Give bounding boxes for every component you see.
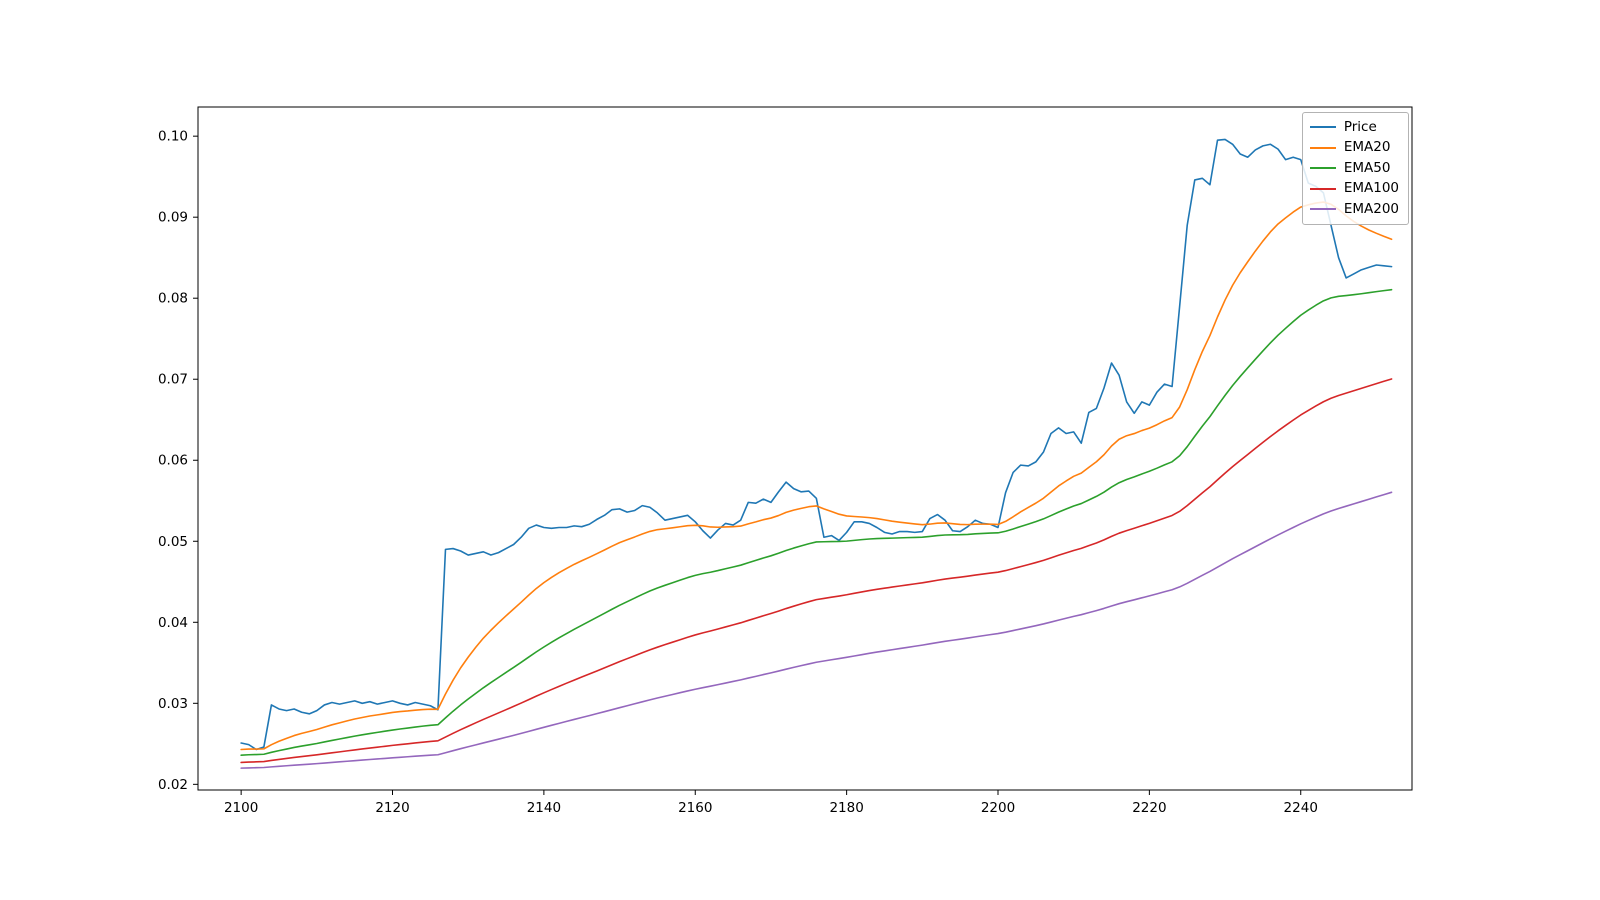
y-tick-label: 0.03 (158, 696, 188, 712)
series-line-ema100 (240, 378, 1393, 764)
legend-item-ema20: EMA20 (1309, 139, 1399, 158)
legend-label-ema100: EMA100 (1343, 180, 1399, 196)
y-tick-label: 0.06 (158, 453, 188, 469)
y-tick-label: 0.08 (158, 291, 188, 307)
x-tick-label: 2140 (527, 800, 561, 816)
x-tick-label: 2120 (375, 800, 409, 816)
series-line-price (240, 138, 1393, 751)
x-tick-label: 2100 (224, 800, 258, 816)
legend-item-price: Price (1309, 118, 1399, 137)
legend-item-ema200: EMA200 (1309, 200, 1399, 219)
x-tick-label: 2200 (981, 800, 1015, 816)
series-line-ema50 (240, 288, 1393, 756)
x-tick-label: 2220 (1132, 800, 1166, 816)
legend-line-sample-ema200 (1309, 208, 1336, 211)
legend-item-ema100: EMA100 (1309, 180, 1399, 199)
series-line-ema200 (240, 491, 1393, 769)
x-tick-label: 2160 (678, 800, 712, 816)
legend-item-ema50: EMA50 (1309, 159, 1399, 178)
legend: Price EMA20 EMA50 EMA100 EMA200 (1301, 112, 1409, 225)
legend-line-sample-ema50 (1309, 167, 1336, 170)
legend-label-ema50: EMA50 (1343, 159, 1391, 176)
series-line-ema20 (240, 201, 1393, 751)
y-tick-label: 0.04 (158, 615, 188, 631)
legend-line-sample-ema100 (1309, 187, 1336, 190)
y-tick-label: 0.02 (158, 777, 188, 793)
x-tick-label: 2240 (1284, 800, 1318, 816)
y-tick-label: 0.05 (158, 534, 188, 550)
legend-label-ema200: EMA200 (1343, 200, 1399, 217)
plot-border (197, 106, 1413, 791)
legend-line-sample-price (1309, 126, 1336, 129)
y-tick-label: 0.10 (158, 129, 188, 145)
legend-label-price: Price (1343, 118, 1377, 135)
y-tick-label: 0.07 (158, 372, 188, 388)
x-tick-label: 2180 (829, 800, 863, 816)
legend-line-sample-ema20 (1309, 146, 1336, 149)
legend-label-ema20: EMA20 (1343, 139, 1391, 155)
y-tick-label: 0.09 (158, 210, 188, 226)
